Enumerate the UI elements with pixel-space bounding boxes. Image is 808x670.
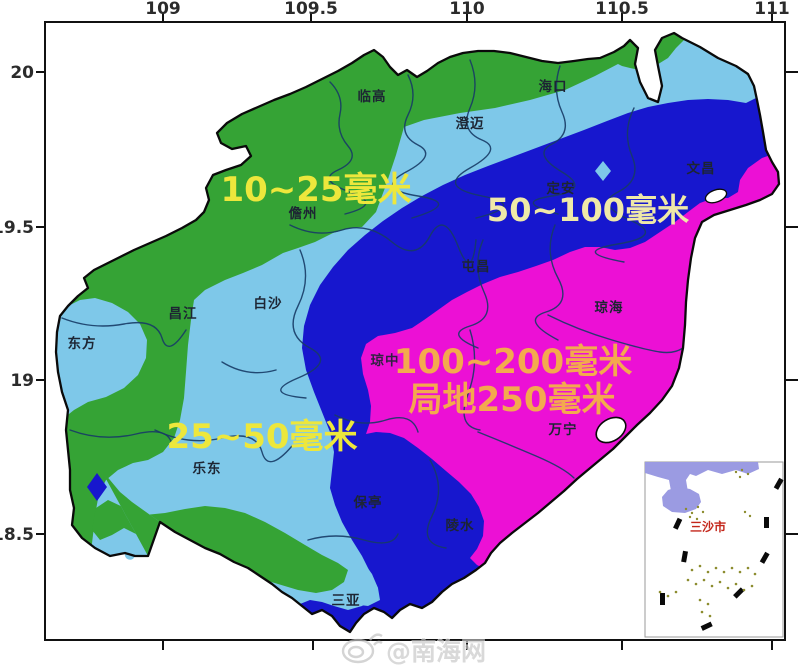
city-label-tunchang: 屯昌 [462,258,491,275]
city-label-haikou: 海口 [539,78,568,95]
city-label-sanya: 三亚 [332,593,361,609]
city-label-dongfang: 东方 [68,335,97,352]
watermark-text: @南海网 [386,637,486,666]
axis-label-lat-19: 19 [10,371,34,391]
watermark: @南海网 [341,633,487,667]
city-label-qionghai: 琼海 [595,299,624,316]
inset-mainland-shape [645,462,759,513]
city-label-lingshui: 陵水 [446,517,475,534]
city-label-wenchang: 文昌 [687,160,716,177]
city-label-lingao: 临高 [358,88,387,105]
zone-label-local-250: 局地250毫米 [409,380,616,420]
zone-label-25-50: 25~50毫米 [166,417,357,457]
wanning-lagoon [595,416,627,444]
axis-frame: 109 109.5 110 110.5 111 20 19.5 19 18.5 [0,0,798,650]
inset-label-sansha: 三沙市 [690,519,726,534]
zone-100-200-area [361,152,779,570]
zone-label-100-200: 100~200毫米 [394,342,632,382]
city-label-baoting: 保亭 [353,494,383,511]
axis-label-lon-109-5: 109.5 [284,0,338,19]
city-label-ledong: 乐东 [193,460,222,477]
rain-spot-dark-blue-diamond [87,473,107,501]
axis-label-lon-109: 109 [145,0,181,19]
axis-label-lon-110-5: 110.5 [595,0,649,19]
axis-label-lat-18-5: 18.5 [0,525,34,545]
city-label-wanning: 万宁 [548,421,578,438]
inset-island-dots [658,468,757,618]
city-label-chengmai: 澄迈 [456,115,485,132]
longitude-labels: 109 109.5 110 110.5 111 [145,0,790,19]
city-label-danzhou: 儋州 [289,205,318,222]
inset-hainan-shape [662,487,701,513]
city-label-changjiang: 昌江 [169,305,198,322]
inset-map-sansha: 三沙市 [644,461,784,638]
city-labels: 琼中 临高 海口 澄迈 文昌 儋州 定安 屯昌 琼海 白沙 昌江 东方 乐东 保… [68,78,716,609]
coastline [54,31,781,634]
axis-label-lon-111: 111 [754,0,790,19]
county-borders [61,59,684,549]
zone-label-50-100: 50~100毫米 [487,191,689,229]
axis-label-lat-19-5: 19.5 [0,218,34,238]
axis-label-lon-110: 110 [449,0,485,19]
rain-spot-light-blue-diamond [595,161,611,181]
wenchang-harbor-inlet [704,188,728,204]
weibo-icon [341,633,383,664]
axis-ticks [36,13,798,650]
city-label-qiongzhong: 琼中 [371,352,400,369]
latitude-labels: 20 19.5 19 18.5 [0,63,34,545]
axis-label-lat-20: 20 [10,63,34,83]
city-label-baisha: 白沙 [254,295,283,312]
zone-25-50-west-patch [56,298,147,428]
zone-labels: 10~25毫米 50~100毫米 25~50毫米 100~200毫米 局地250… [166,170,689,457]
nine-dash-line [660,477,784,631]
city-label-dingan: 定安 [547,180,576,197]
zone-label-10-25: 10~25毫米 [220,170,411,210]
